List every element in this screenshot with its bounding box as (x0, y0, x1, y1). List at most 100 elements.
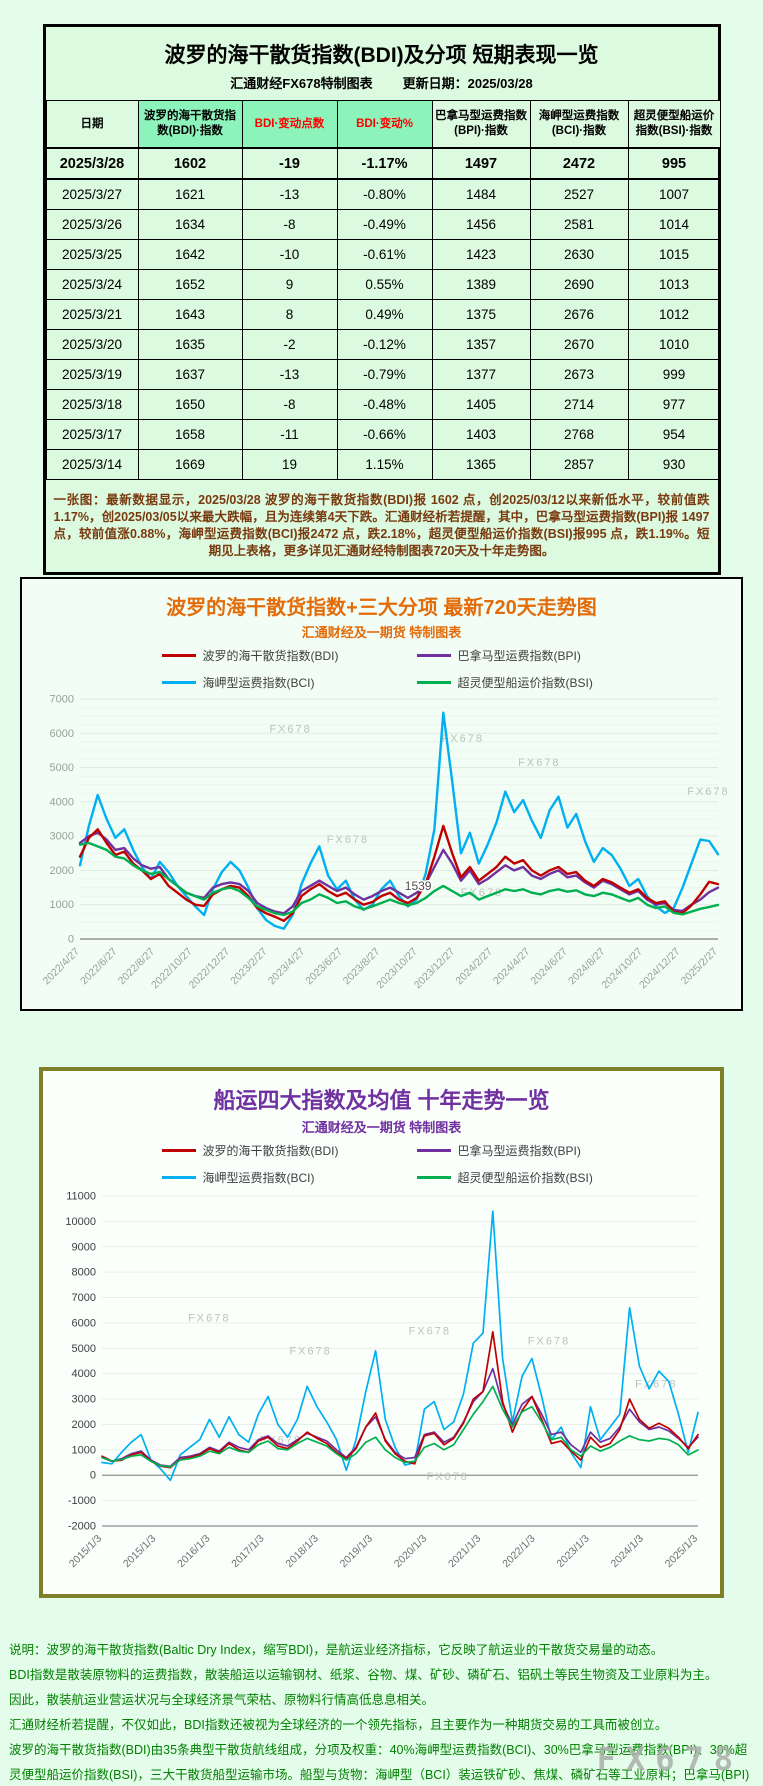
table-cell: -8 (241, 209, 338, 240)
table-cell: -11 (241, 419, 338, 450)
line-chart-720d: 010002000300040005000600070002022/4/2720… (40, 694, 729, 992)
table-cell: -0.79% (336, 359, 433, 390)
table-cell: 1484 (431, 178, 531, 210)
table-cell: -8 (241, 389, 338, 420)
y-tick-label: 8000 (71, 1267, 95, 1279)
bdi-table: 日期 波罗的海干散货指数(BDI)·指数 BDI·变动点数 BDI·变动% 巴拿马型运费… (45, 100, 721, 480)
column-header: 海岬型运费指数(BCI)·指数 (529, 100, 629, 149)
table-cell: 19 (241, 449, 338, 480)
table-cell: 1650 (137, 389, 243, 420)
report-subtitle: 汇通财经FX678特制图表 更新日期：2025/03/28 (46, 73, 718, 92)
table-cell: 2472 (529, 147, 629, 180)
table-row: 2025/3/27 1621 -13 -0.80% 1484 2527 1007 (45, 178, 721, 210)
table-cell: 2581 (529, 209, 629, 240)
report-update-date: 更新日期：2025/03/28 (402, 76, 533, 91)
series-line-bsi (100, 1385, 699, 1468)
x-tick-label: 2021/1/3 (446, 1533, 483, 1570)
table-cell: 1013 (627, 269, 721, 300)
y-tick-label: 2000 (71, 1419, 95, 1431)
legend-label: 海岬型运费指数(BCI) (202, 676, 315, 690)
footer-line: 因此，散装航运业营运状况与全球经济景气荣枯、原物料行情高低息息相关。 (9, 1693, 435, 1707)
y-tick-label: 4000 (49, 796, 73, 808)
x-tick-label: 2024/6/27 (528, 946, 570, 988)
table-cell: 1365 (431, 449, 531, 480)
chart-watermark: FX678 (426, 1471, 468, 1483)
x-tick-label: 2018/1/3 (283, 1533, 320, 1570)
table-cell: -13 (241, 178, 338, 210)
table-cell: -10 (241, 239, 338, 270)
report-source: 汇通财经FX678特制图表 (230, 76, 373, 91)
legend-swatch (161, 654, 196, 657)
x-tick-label: 2016/1/3 (175, 1533, 212, 1570)
table-cell: 1010 (627, 329, 721, 360)
table-cell: 1637 (137, 359, 243, 390)
chart-watermark: FX678 (326, 834, 368, 846)
x-tick-label: 2019/1/3 (337, 1533, 374, 1570)
chart-10y-panel: 船运四大指数及均值 十年走势一览 汇通财经及一期货 特制图表 波罗的海干散货指数… (39, 1067, 724, 1598)
y-tick-label: 9000 (71, 1241, 95, 1253)
table-cell: 1621 (137, 178, 243, 210)
legend-label: 波罗的海干散货指数(BDI) (202, 649, 339, 663)
column-header: BDI·变动点数 (241, 100, 338, 149)
table-row: 2025/3/21 1643 8 0.49% 1375 2676 1012 (45, 299, 721, 330)
table-cell: 2025/3/20 (45, 329, 139, 360)
table-cell: -0.80% (336, 178, 433, 210)
table-cell: 2673 (529, 359, 629, 390)
table-cell: 2025/3/28 (45, 147, 139, 180)
table-cell: 1456 (431, 209, 531, 240)
table-cell: 2676 (529, 299, 629, 330)
chart-watermark: FX678 (408, 1326, 450, 1338)
x-tick-label: 2023/1/3 (554, 1533, 591, 1570)
y-tick-label: 6000 (71, 1317, 95, 1329)
series-line-bsi (78, 841, 719, 917)
table-cell: 2714 (529, 389, 629, 420)
footer-notes: 说明：波罗的海干散货指数(Baltic Dry Index，缩写BDI)，是航运… (9, 1638, 754, 1786)
chart-720d-panel: 波罗的海干散货指数+三大分项 最新720天走势图 汇通财经及一期货 特制图表 波… (20, 577, 743, 1011)
chart-watermark: FX678 (687, 786, 729, 798)
chart-720d-title: 波罗的海干散货指数+三大分项 最新720天走势图 (166, 597, 597, 619)
series-line-bci (100, 1210, 699, 1482)
chart-watermark: FX678 (518, 757, 560, 769)
y-tick-label: -2000 (67, 1521, 95, 1533)
legend-label: 超灵便型船运价指数(BSI) (457, 676, 593, 690)
chart-720d-subtitle: 汇通财经及一期货 特制图表 (301, 625, 462, 640)
x-tick-label: 2023/4/27 (265, 946, 307, 988)
legend-swatch (161, 1176, 196, 1179)
legend-label: 巴拿马型运费指数(BPI) (457, 1144, 581, 1158)
x-tick-label: 2024/12/27 (636, 946, 682, 992)
series-line-bdi (100, 1330, 699, 1469)
table-cell: 1007 (627, 178, 721, 210)
bdi-table-panel: 波罗的海干散货指数(BDI)及分项 短期表现一览 汇通财经FX678特制图表 更新… (42, 24, 721, 575)
y-tick-label: 1000 (49, 899, 73, 911)
table-cell: 999 (627, 359, 721, 390)
table-cell: 1377 (431, 359, 531, 390)
x-tick-label: 2025/1/3 (662, 1533, 699, 1570)
table-cell: 977 (627, 389, 721, 420)
table-cell: 2025/3/27 (45, 178, 139, 210)
y-tick-label: 4000 (71, 1368, 95, 1380)
x-tick-label: 2022/12/27 (186, 946, 232, 992)
legend-item: 巴拿马型运费指数(BPI) (416, 647, 602, 664)
table-cell: 2857 (529, 449, 629, 480)
series-line-bdi (78, 824, 719, 923)
legend-label: 巴拿马型运费指数(BPI) (457, 649, 581, 663)
x-tick-label: 2022/4/27 (40, 946, 82, 988)
column-header: 日期 (45, 100, 139, 149)
y-tick-label: 6000 (49, 728, 73, 740)
table-cell: 2025/3/26 (45, 209, 139, 240)
x-tick-label: 2024/4/27 (491, 946, 533, 988)
table-cell: 1405 (431, 389, 531, 420)
fx678-watermark: FX678 (596, 1740, 743, 1778)
legend-label: 超灵便型船运价指数(BSI) (457, 1171, 593, 1185)
series-line-bci (78, 711, 719, 930)
legend-swatch (161, 681, 196, 684)
legend-item: 波罗的海干散货指数(BDI) (161, 647, 347, 664)
table-cell: 1643 (137, 299, 243, 330)
table-cell: 9 (241, 269, 338, 300)
table-row: 2025/3/18 1650 -8 -0.48% 1405 2714 977 (45, 389, 721, 420)
y-tick-label: 7000 (71, 1292, 95, 1304)
table-cell: 1652 (137, 269, 243, 300)
y-tick-label: 2000 (49, 865, 73, 877)
table-cell: -0.66% (336, 419, 433, 450)
